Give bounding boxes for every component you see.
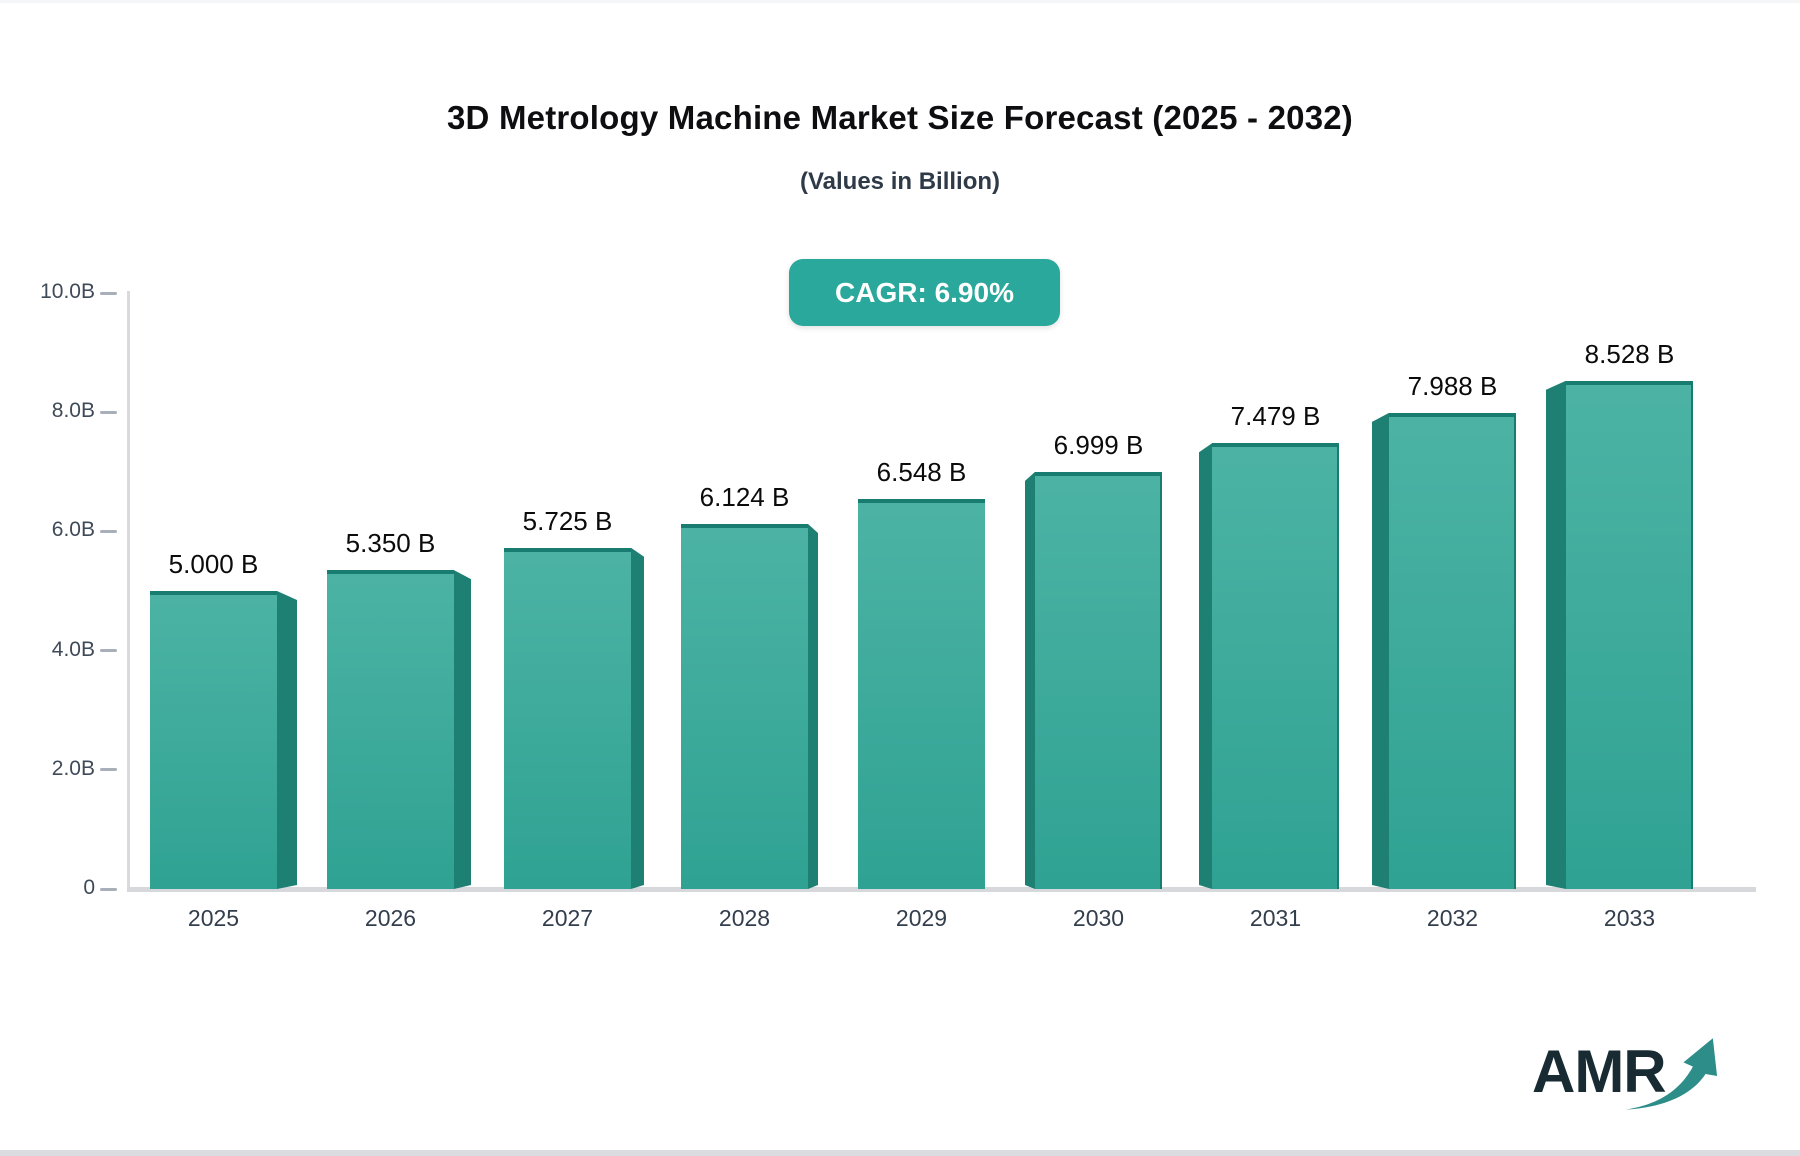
- bar-value-label: 7.479 B: [1230, 401, 1321, 432]
- x-tick-label: 2029: [895, 905, 948, 931]
- x-tick-label: 2033: [1603, 905, 1656, 931]
- y-tick-label: 6.0B: [51, 518, 95, 542]
- bar-side-face: [631, 548, 644, 889]
- x-tick-label: 2030: [1072, 905, 1125, 931]
- bar-value-label: 5.000 B: [168, 549, 259, 579]
- bar-2025: [150, 591, 277, 889]
- bar-2032: [1389, 412, 1516, 889]
- amr-logo: AMR: [1532, 1037, 1732, 1127]
- bar-value-label: 5.350 B: [345, 528, 436, 559]
- bar-2026: [327, 570, 454, 889]
- y-tick-dash: [100, 410, 117, 414]
- x-tick-label: 2026: [364, 905, 417, 931]
- bar-value-label: 5.725 B: [522, 505, 613, 536]
- bar-2027: [504, 547, 631, 889]
- y-tick-dash: [100, 291, 117, 295]
- bar-side-face: [1546, 381, 1566, 889]
- x-tick-label: 2032: [1426, 905, 1479, 931]
- y-tick-dash: [100, 649, 117, 653]
- x-tick-label: 2027: [541, 905, 594, 931]
- y-tick-label: 2.0B: [51, 756, 95, 780]
- y-tick-label: 8.0B: [51, 399, 95, 423]
- bar-value-label: 6.999 B: [1053, 429, 1144, 460]
- x-axis-baseline: [127, 887, 1756, 892]
- bar-side-face: [277, 591, 297, 889]
- bar-2031: [1212, 443, 1339, 889]
- bar-side-face: [808, 524, 818, 889]
- bar-value-label: 6.124 B: [699, 482, 790, 512]
- bar-side-face: [1025, 472, 1035, 889]
- chart-title: 3D Metrology Machine Market Size Forecas…: [447, 99, 1353, 136]
- y-tick-label: 10.0B: [40, 280, 95, 303]
- x-tick-label: 2031: [1249, 905, 1302, 931]
- y-axis-line: [127, 291, 130, 889]
- chart-subtitle: (Values in Billion): [799, 168, 1001, 195]
- bar-value-label: 6.548 B: [876, 456, 967, 487]
- bar-side-face: [454, 570, 471, 889]
- bar-value-label: 8.528 B: [1584, 338, 1675, 369]
- y-tick-dash: [100, 529, 117, 533]
- y-tick-label: 0: [83, 876, 95, 899]
- growth-arrow-icon: [1625, 1038, 1718, 1110]
- bar-2029: [858, 498, 985, 889]
- bar-2030: [1035, 471, 1162, 889]
- bar-2028: [681, 524, 808, 889]
- x-tick-label: 2028: [718, 905, 771, 931]
- cagr-badge-label: CAGR: 6.90%: [835, 276, 1014, 308]
- bottom-edge-strip: [0, 1150, 1800, 1156]
- bar-side-face: [1372, 413, 1389, 889]
- amr-logo-text: AMR: [1532, 1038, 1667, 1105]
- y-tick-label: 4.0B: [51, 637, 95, 661]
- y-tick-dash: [100, 887, 117, 891]
- bar-value-label: 7.988 B: [1407, 370, 1498, 401]
- bar-side-face: [1199, 443, 1212, 889]
- y-tick-dash: [100, 768, 117, 772]
- bar-2033: [1566, 380, 1693, 889]
- x-tick-label: 2025: [187, 905, 240, 931]
- cagr-badge: CAGR: 6.90%: [789, 259, 1060, 326]
